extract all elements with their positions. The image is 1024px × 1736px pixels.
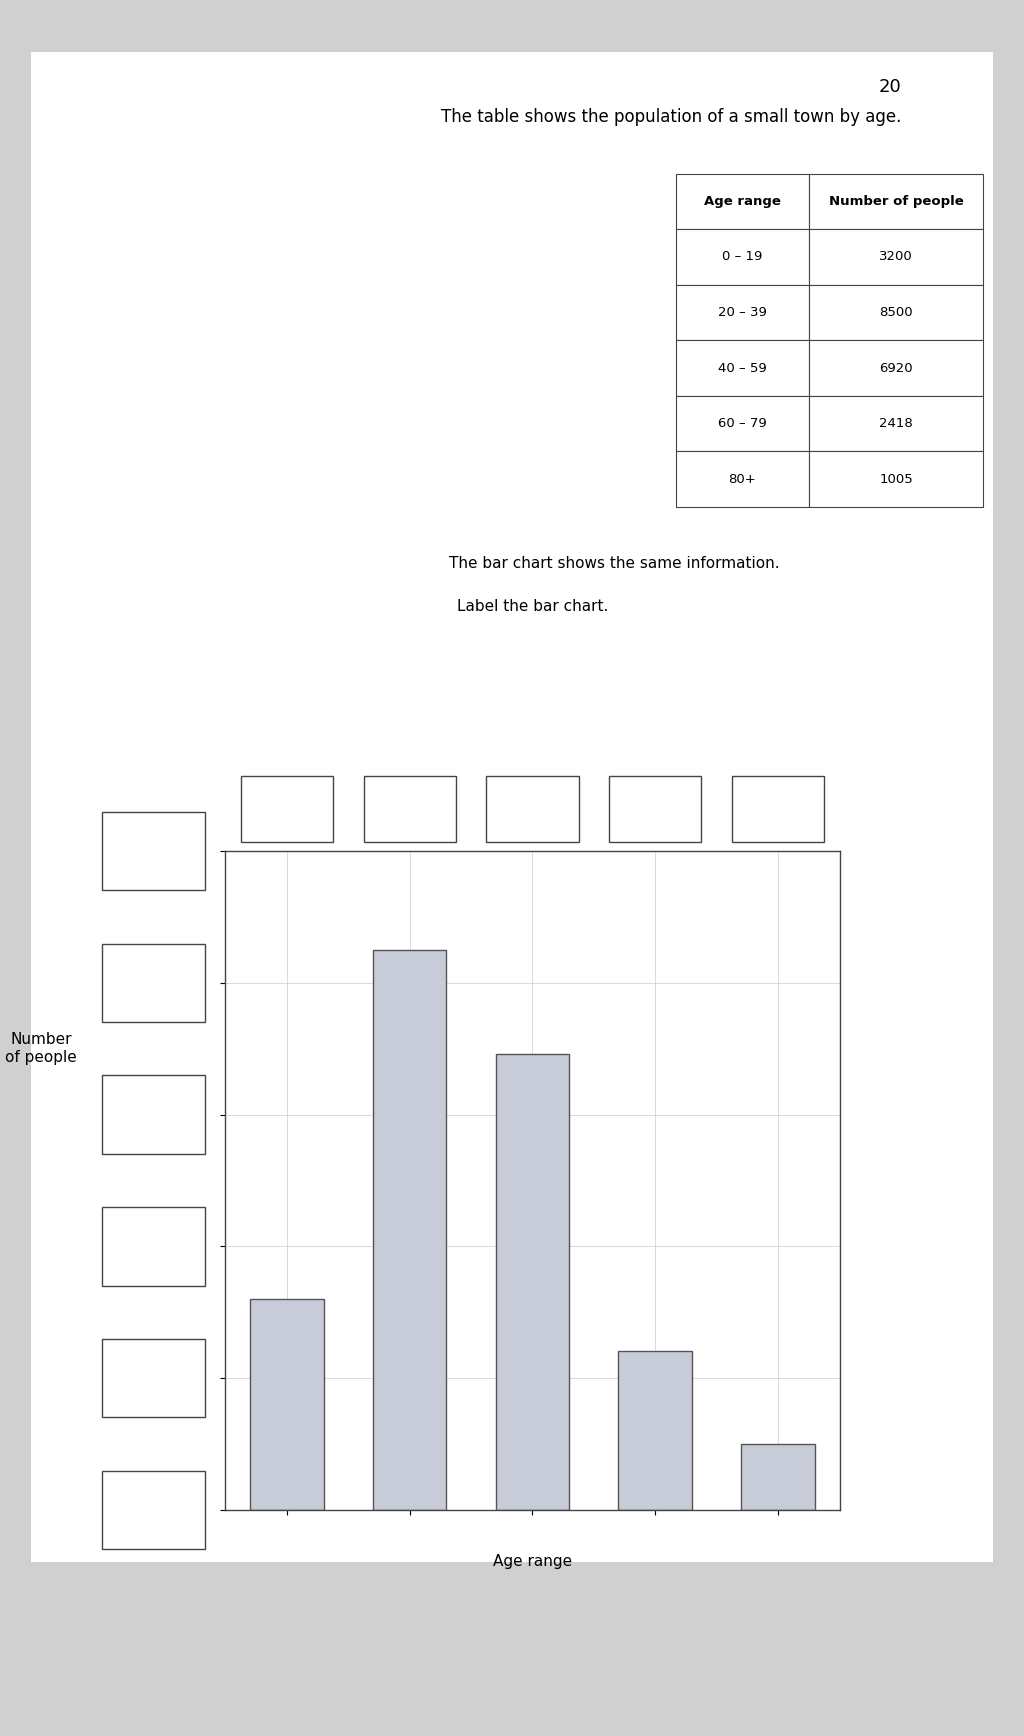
Text: 1005: 1005 (880, 472, 912, 486)
Bar (741, 1444, 815, 1510)
Text: Age range: Age range (703, 194, 781, 208)
Bar (250, 1299, 324, 1510)
Bar (373, 950, 446, 1510)
Text: Number of people: Number of people (828, 194, 964, 208)
Text: 8500: 8500 (880, 306, 912, 319)
Text: 20 – 39: 20 – 39 (718, 306, 767, 319)
Text: 0 – 19: 0 – 19 (722, 250, 763, 264)
Text: 20: 20 (879, 78, 901, 95)
Text: Age range: Age range (493, 1554, 572, 1569)
Bar (618, 1351, 692, 1510)
Text: 60 – 79: 60 – 79 (718, 417, 767, 431)
Text: 80+: 80+ (728, 472, 757, 486)
Bar (496, 1054, 569, 1510)
Text: Label the bar chart.: Label the bar chart. (457, 599, 608, 615)
Text: 2418: 2418 (880, 417, 912, 431)
Text: 40 – 59: 40 – 59 (718, 361, 767, 375)
Text: The bar chart shows the same information.: The bar chart shows the same information… (450, 556, 779, 571)
Text: 6920: 6920 (880, 361, 912, 375)
Text: Number
of people: Number of people (5, 1033, 77, 1064)
Text: 3200: 3200 (880, 250, 912, 264)
Text: The table shows the population of a small town by age.: The table shows the population of a smal… (440, 108, 901, 125)
